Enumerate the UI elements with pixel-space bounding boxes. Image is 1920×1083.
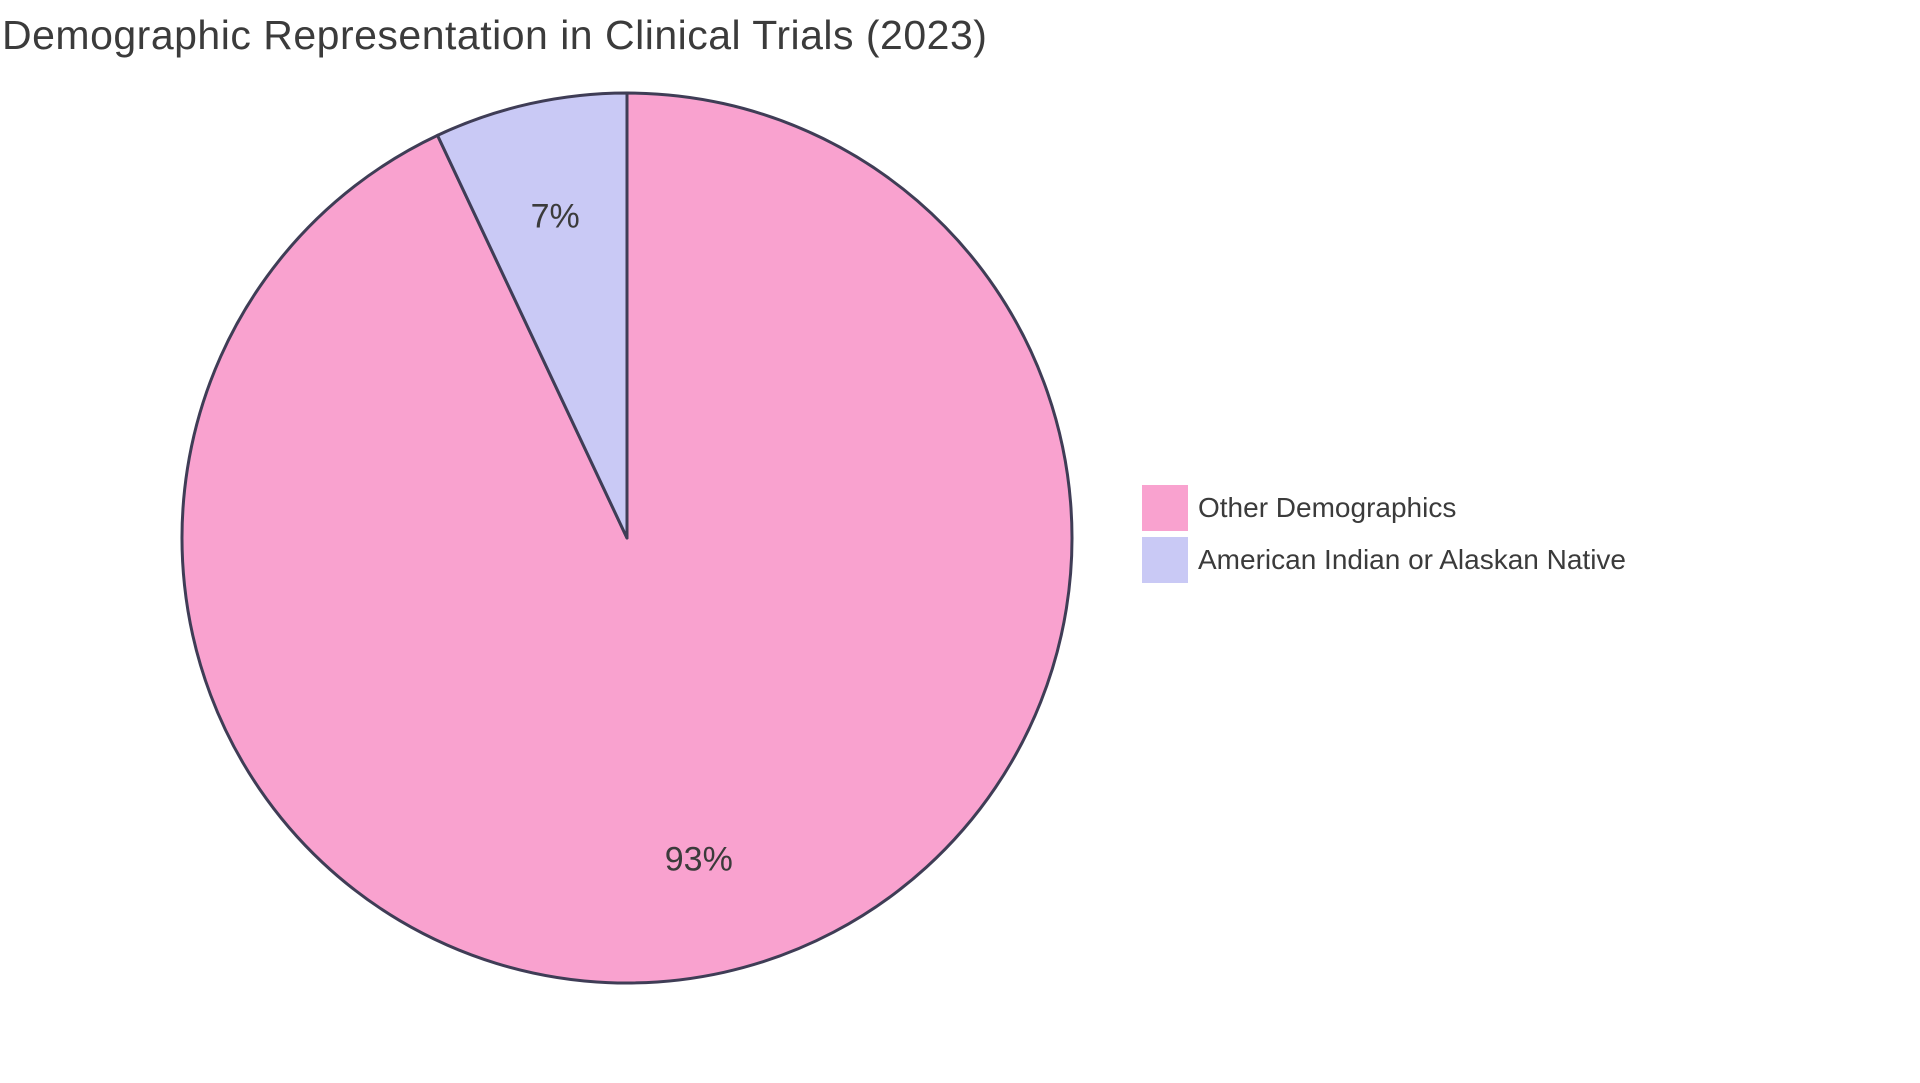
legend-swatch-american-indian-or-alaskan-native bbox=[1142, 537, 1188, 583]
chart-title: Demographic Representation in Clinical T… bbox=[2, 12, 988, 58]
legend-swatch-other-demographics bbox=[1142, 485, 1188, 531]
legend-label-other-demographics: Other Demographics bbox=[1198, 492, 1457, 523]
pie-slice-label-1: 7% bbox=[531, 198, 580, 236]
pie-slice-1 bbox=[436, 91, 629, 540]
legend-label-american-indian-or-alaskan-native: American Indian or Alaskan Native bbox=[1198, 544, 1626, 575]
legend-item-american-indian-or-alaskan-native: American Indian or Alaskan Native bbox=[1142, 537, 1626, 583]
pie-slice-label-0: 93% bbox=[665, 840, 733, 878]
legend: Other Demographics American Indian or Al… bbox=[1142, 485, 1626, 583]
legend-item-other-demographics: Other Demographics bbox=[1142, 485, 1626, 531]
